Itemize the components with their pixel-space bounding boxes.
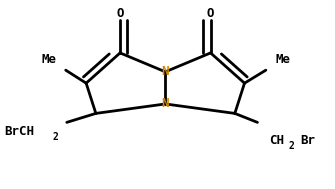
Text: Br: Br [300,134,315,147]
Text: O: O [207,7,214,20]
Text: BrCH: BrCH [4,125,35,138]
Text: CH: CH [269,134,284,147]
Text: Me: Me [42,53,57,66]
Text: 2: 2 [288,142,294,151]
Text: 2: 2 [53,132,58,142]
Text: N: N [161,98,169,110]
Text: N: N [161,65,169,78]
Text: Me: Me [276,53,291,66]
Text: O: O [116,7,124,20]
